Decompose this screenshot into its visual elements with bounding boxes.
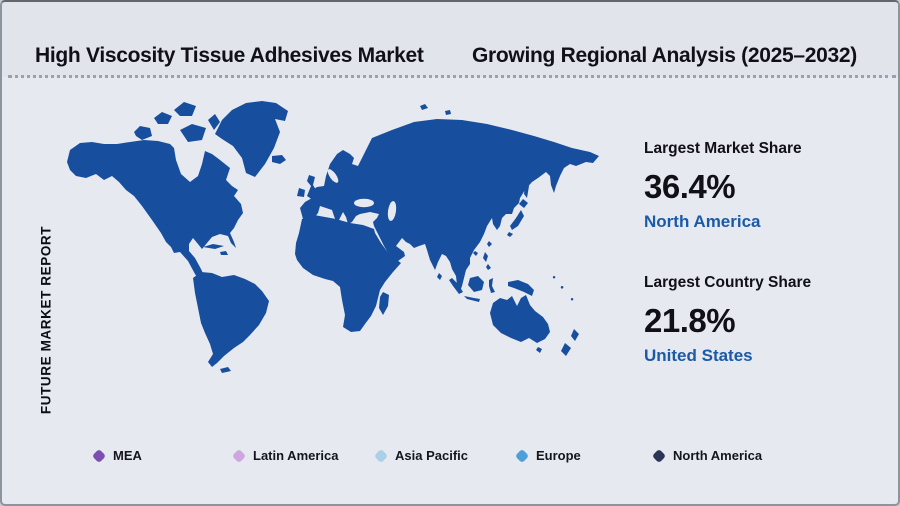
legend-item-mea: MEA — [91, 448, 142, 463]
map-eurasia — [300, 119, 599, 291]
map-sea-cutouts — [327, 169, 397, 221]
header-band — [2, 2, 898, 77]
map-greenland — [215, 101, 288, 177]
legend-item-europe: Europe — [514, 448, 581, 463]
map-south-america — [193, 272, 269, 373]
stat-market-share: Largest Market Share 36.4% North America — [644, 140, 884, 232]
page-title-right: Growing Regional Analysis (2025–2032) — [472, 44, 857, 67]
legend-label: MEA — [113, 448, 142, 463]
legend-dot-icon — [651, 448, 667, 463]
stat-label: Largest Market Share — [644, 140, 802, 157]
map-africa — [295, 215, 401, 332]
stat-country-share: Largest Country Share 21.8% United State… — [644, 274, 884, 366]
dotted-separator — [8, 75, 896, 78]
stat-label: Largest Country Share — [644, 274, 812, 291]
legend-dot-icon — [231, 448, 247, 463]
legend-dot-icon — [91, 448, 107, 463]
stat-value: 36.4% — [644, 168, 736, 205]
legend-label: Latin America — [253, 448, 339, 463]
legend-label: Asia Pacific — [395, 448, 468, 463]
stat-region: North America — [644, 212, 761, 231]
legend-label: Europe — [536, 448, 581, 463]
world-map — [62, 86, 642, 406]
side-watermark-label: FUTURE MARKET REPORT — [38, 225, 54, 415]
page-title-left: High Viscosity Tissue Adhesives Market — [35, 44, 424, 67]
legend-item-latin-america: Latin America — [231, 448, 339, 463]
legend-label: North America — [673, 448, 763, 463]
stat-region: United States — [644, 346, 753, 365]
legend-item-asia-pacific: Asia Pacific — [373, 448, 468, 463]
stat-value: 21.8% — [644, 302, 736, 339]
stats-panel: Largest Market Share 36.4% North America… — [644, 140, 884, 408]
map-australia — [490, 295, 550, 353]
map-legend: MEA Latin America Asia Pacific Europe No… — [2, 448, 898, 472]
map-north-america — [67, 140, 243, 295]
legend-item-north-america: North America — [651, 448, 763, 463]
world-map-svg — [67, 101, 599, 373]
world-map-landmass — [67, 101, 599, 373]
legend-dot-icon — [373, 448, 389, 463]
legend-dot-icon — [514, 448, 530, 463]
